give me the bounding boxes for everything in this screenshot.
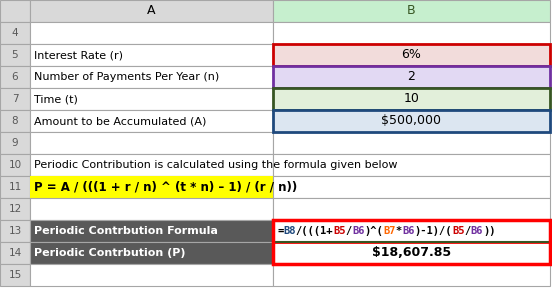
Bar [0,44,30,66]
Text: 4: 4 [12,28,18,38]
Text: P = A / (((1 + r / n) ^ (t * n) – 1) / (r / n)): P = A / (((1 + r / n) ^ (t * n) – 1) / (… [34,181,297,194]
Text: 12: 12 [8,204,22,214]
Text: Periodic Contrbution Formula: Periodic Contrbution Formula [34,226,218,236]
Bar [273,154,550,176]
Text: B: B [407,5,416,18]
Bar [0,198,30,220]
Bar [30,220,273,242]
Bar [273,110,550,132]
Text: 14: 14 [8,248,22,258]
Bar [30,132,273,154]
Text: $18,607.85: $18,607.85 [372,246,451,259]
Bar [0,242,30,264]
Bar [30,88,273,110]
Text: 6: 6 [12,72,18,82]
Text: B5: B5 [452,226,464,236]
Text: /: / [346,226,352,236]
Bar [273,22,550,44]
Bar [30,0,273,22]
Text: B5: B5 [333,226,346,236]
Bar [30,176,273,198]
Bar [0,110,30,132]
Bar [0,176,30,198]
Bar [30,242,273,264]
Bar [273,66,550,88]
Bar [30,154,273,176]
Text: Time (t): Time (t) [34,94,78,104]
Text: 8: 8 [12,116,18,126]
Text: 7: 7 [12,94,18,104]
Text: B7: B7 [383,226,396,236]
Bar [30,44,273,66]
Bar [30,264,273,286]
Text: )): )) [483,226,496,236]
Text: /(((1+: /(((1+ [296,226,333,236]
Bar [273,0,550,22]
Text: B6: B6 [402,226,415,236]
Text: =: = [277,226,283,236]
Bar [273,88,550,110]
Text: 2: 2 [407,70,416,83]
Bar [0,264,30,286]
Text: $500,000: $500,000 [381,114,442,127]
Text: Interest Rate (r): Interest Rate (r) [34,50,123,60]
Bar [30,198,273,220]
Text: 11: 11 [8,182,22,192]
Bar [0,66,30,88]
Text: 6%: 6% [401,49,421,62]
Bar [273,264,550,286]
Text: 9: 9 [12,138,18,148]
Text: Amount to be Accumulated (A): Amount to be Accumulated (A) [34,116,206,126]
Bar [0,154,30,176]
Text: *: * [396,226,402,236]
Text: 15: 15 [8,270,22,280]
Bar [30,176,273,198]
Text: 13: 13 [8,226,22,236]
Bar [0,88,30,110]
Bar [30,22,273,44]
Text: 10: 10 [404,92,420,105]
Text: Number of Payments Per Year (n): Number of Payments Per Year (n) [34,72,219,82]
Text: Periodic Contribution is calculated using the formula given below: Periodic Contribution is calculated usin… [34,160,397,170]
Text: B6: B6 [471,226,483,236]
Bar [273,44,550,66]
Text: Periodic Contrbution (P): Periodic Contrbution (P) [34,248,185,258]
Text: A: A [147,5,156,18]
Text: )^(: )^( [364,226,383,236]
Bar [0,22,30,44]
Bar [273,220,550,264]
Bar [273,176,550,198]
Text: B8: B8 [283,226,296,236]
Bar [0,220,30,242]
Text: 5: 5 [12,50,18,60]
Text: 10: 10 [8,160,22,170]
Bar [273,242,550,264]
Bar [0,132,30,154]
Bar [273,198,550,220]
Bar [30,66,273,88]
Bar [273,220,550,242]
Bar [0,0,30,22]
Text: B6: B6 [352,226,364,236]
Bar [273,132,550,154]
Text: /: / [464,226,471,236]
Text: )-1)/(: )-1)/( [415,226,452,236]
Bar [30,110,273,132]
